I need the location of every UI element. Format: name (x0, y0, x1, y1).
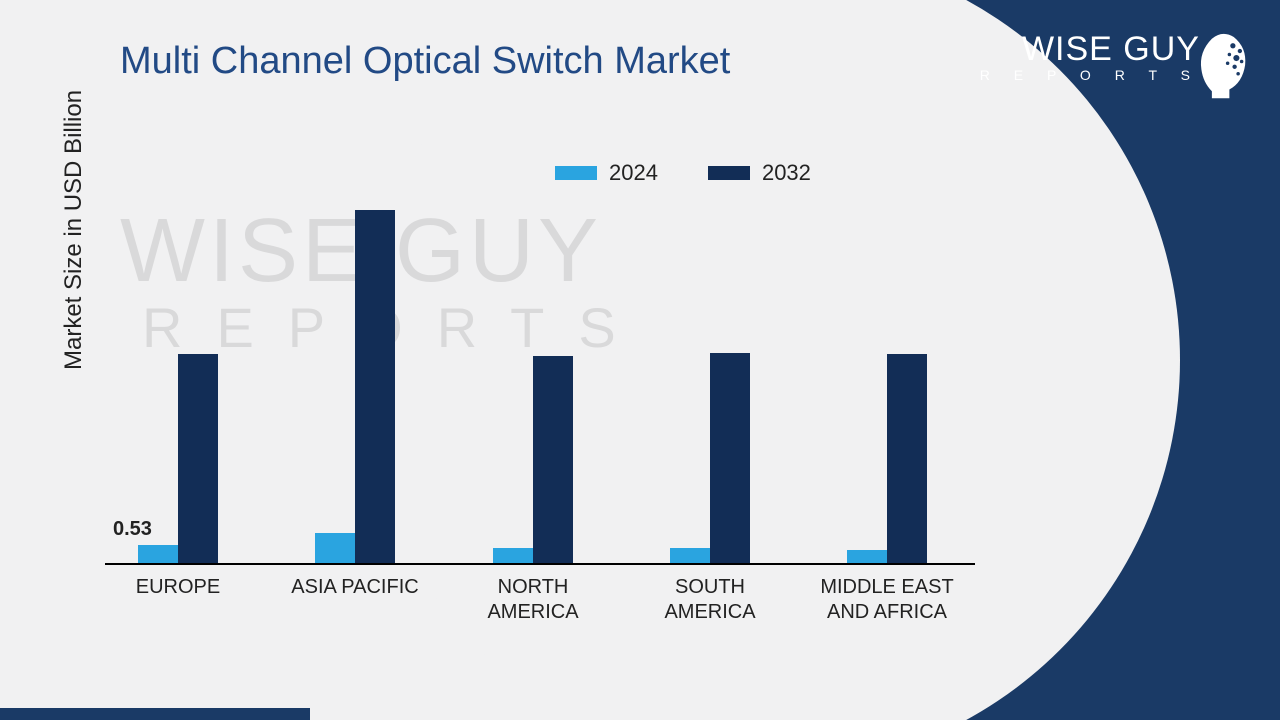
bar-2032 (710, 353, 750, 563)
bar-2032 (887, 354, 927, 563)
bar-group: SOUTH AMERICA (655, 195, 765, 565)
chart-title: Multi Channel Optical Switch Market (120, 40, 730, 83)
bar-2024 (315, 533, 355, 563)
legend-label-2032: 2032 (762, 160, 811, 186)
y-axis-label: Market Size in USD Billion (60, 90, 88, 370)
category-label: MIDDLE EAST AND AFRICA (817, 565, 957, 625)
brand-line1: WISE GUY (980, 30, 1200, 69)
bar-value-label: 0.53 (113, 518, 152, 541)
legend-item-2024: 2024 (555, 160, 658, 186)
legend-item-2032: 2032 (708, 160, 811, 186)
category-label: SOUTH AMERICA (640, 565, 780, 625)
brand-logo: WISE GUY R E P O R T S (1030, 30, 1250, 83)
bar-2024 (493, 548, 533, 563)
bar-2024 (847, 550, 887, 563)
brand-line2: R E P O R T S (980, 67, 1200, 83)
legend-swatch-2024 (555, 166, 597, 180)
bar-2032 (533, 356, 573, 563)
bar-chart: 0.53EUROPE ASIA PACIFIC NORTH AMERICA SOUTH… (105, 195, 975, 565)
bar-group: MIDDLE EAST AND AFRICA (832, 195, 942, 565)
bar-2024 (138, 545, 178, 563)
bar-2024 (670, 548, 710, 563)
bar-group: NORTH AMERICA (478, 195, 588, 565)
bar-group: 0.53EUROPE (123, 195, 233, 565)
bar-2032 (178, 354, 218, 563)
legend-swatch-2032 (708, 166, 750, 180)
legend-label-2024: 2024 (609, 160, 658, 186)
category-label: EUROPE (108, 565, 248, 600)
chart-canvas: Multi Channel Optical Switch Market WISE… (0, 0, 1280, 720)
category-label: NORTH AMERICA (463, 565, 603, 625)
bar-2032 (355, 210, 395, 563)
head-dots-icon (1190, 30, 1260, 100)
bottom-accent-bar (0, 708, 310, 720)
legend: 2024 2032 (555, 160, 811, 186)
bar-group: ASIA PACIFIC (300, 195, 410, 565)
category-label: ASIA PACIFIC (285, 565, 425, 600)
